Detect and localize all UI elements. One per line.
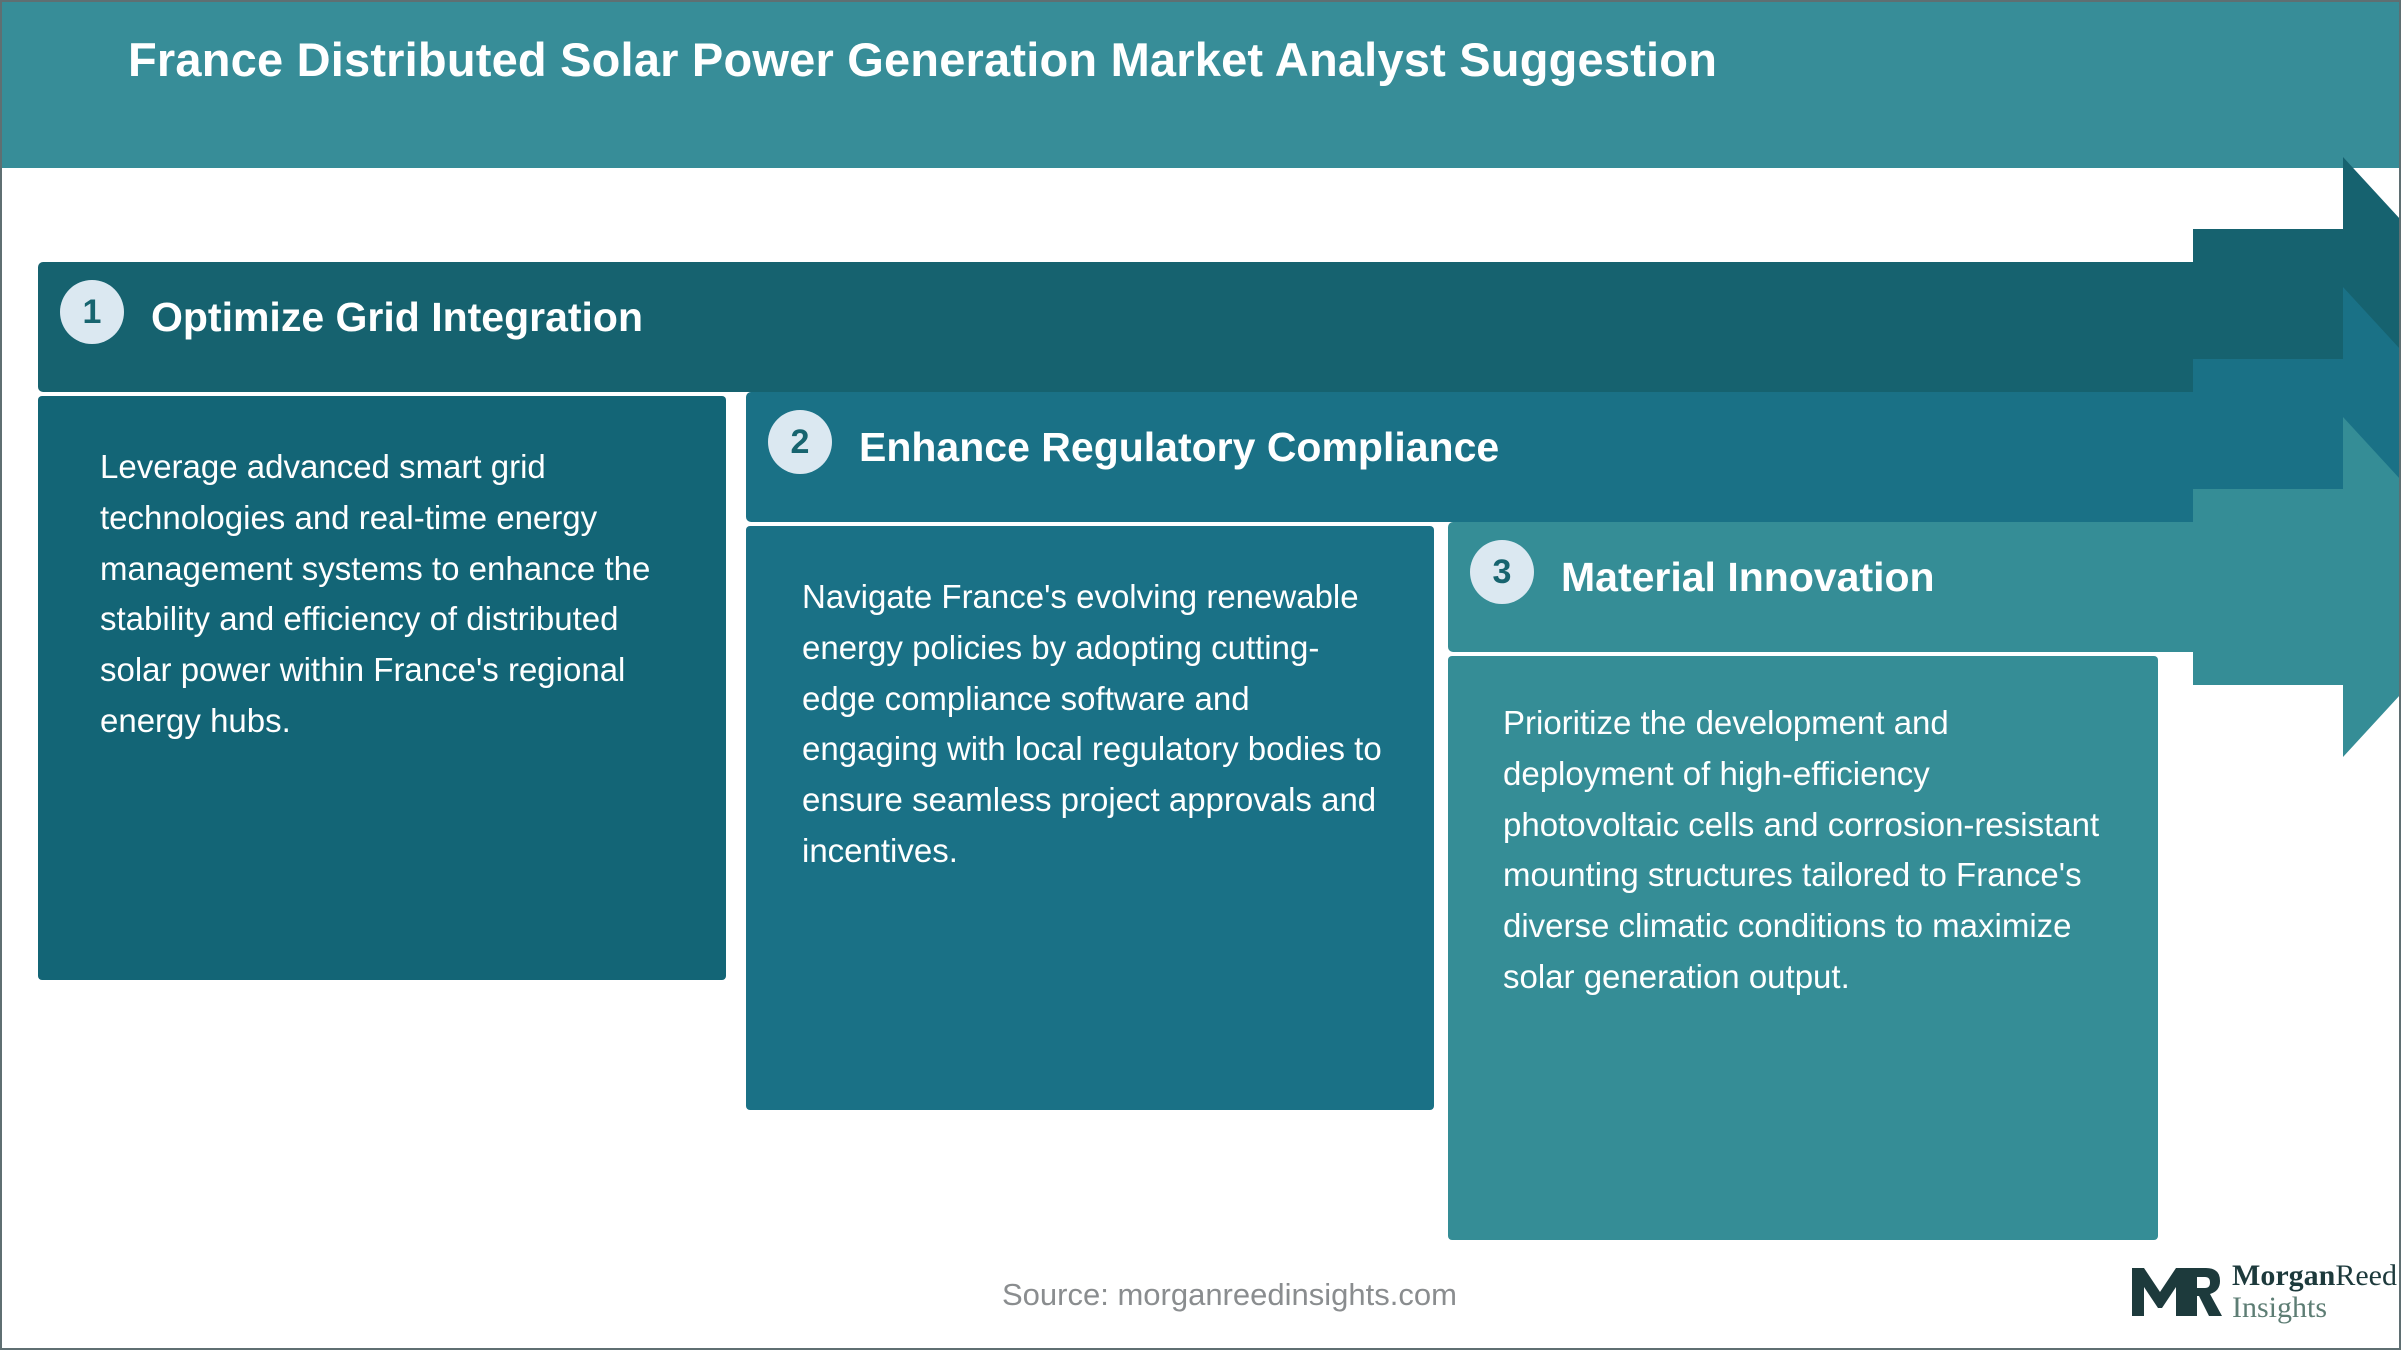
step-3-body-card: Prioritize the development and deploymen… bbox=[1448, 656, 2158, 1240]
step-1-badge: 1 bbox=[60, 280, 124, 344]
step-3-arrow-row: 3 Material Innovation bbox=[1448, 417, 2399, 757]
page-title: France Distributed Solar Power Generatio… bbox=[128, 33, 1718, 86]
step-2-band bbox=[746, 392, 2238, 522]
brand-tagline: Insights bbox=[2232, 1290, 2328, 1324]
step-1-band bbox=[38, 262, 2238, 392]
step-3-badge: 3 bbox=[1470, 540, 1534, 604]
header-bar: France Distributed Solar Power Generatio… bbox=[2, 2, 2399, 168]
step-3-title: Material Innovation bbox=[1561, 554, 1935, 600]
step-2-badge: 2 bbox=[768, 410, 832, 474]
step-2-title: Enhance Regulatory Compliance bbox=[859, 424, 1500, 470]
step-3-arrowhead bbox=[2193, 417, 2399, 757]
step-2-arrow-row: 2 Enhance Regulatory Compliance bbox=[746, 287, 2399, 627]
step-1-body-card: Leverage advanced smart grid technologie… bbox=[38, 396, 726, 980]
brand-logo-text: MorganReed Insights bbox=[2232, 1260, 2397, 1324]
brand-name-regular: Reed bbox=[2335, 1259, 2397, 1292]
mr-monogram-icon bbox=[2132, 1267, 2222, 1316]
brand-name-bold: Morgan bbox=[2232, 1259, 2336, 1292]
step-3-body-text: Prioritize the development and deploymen… bbox=[1503, 704, 2100, 996]
source-note: Source: morganreedinsights.com bbox=[1002, 1277, 1457, 1312]
step-1-arrow-row: 1 Optimize Grid Integration bbox=[38, 157, 2399, 497]
step-1-title: Optimize Grid Integration bbox=[151, 294, 644, 340]
step-2-body-text: Navigate France's evolving renewable ene… bbox=[802, 578, 1382, 870]
brand-name: MorganReed bbox=[2232, 1260, 2397, 1292]
step-1-body-text: Leverage advanced smart grid technologie… bbox=[100, 448, 651, 740]
step-3-band bbox=[1448, 522, 2238, 652]
brand-logo: MorganReed Insights bbox=[2130, 1260, 2397, 1324]
step-2-body-card: Navigate France's evolving renewable ene… bbox=[746, 526, 1434, 1110]
